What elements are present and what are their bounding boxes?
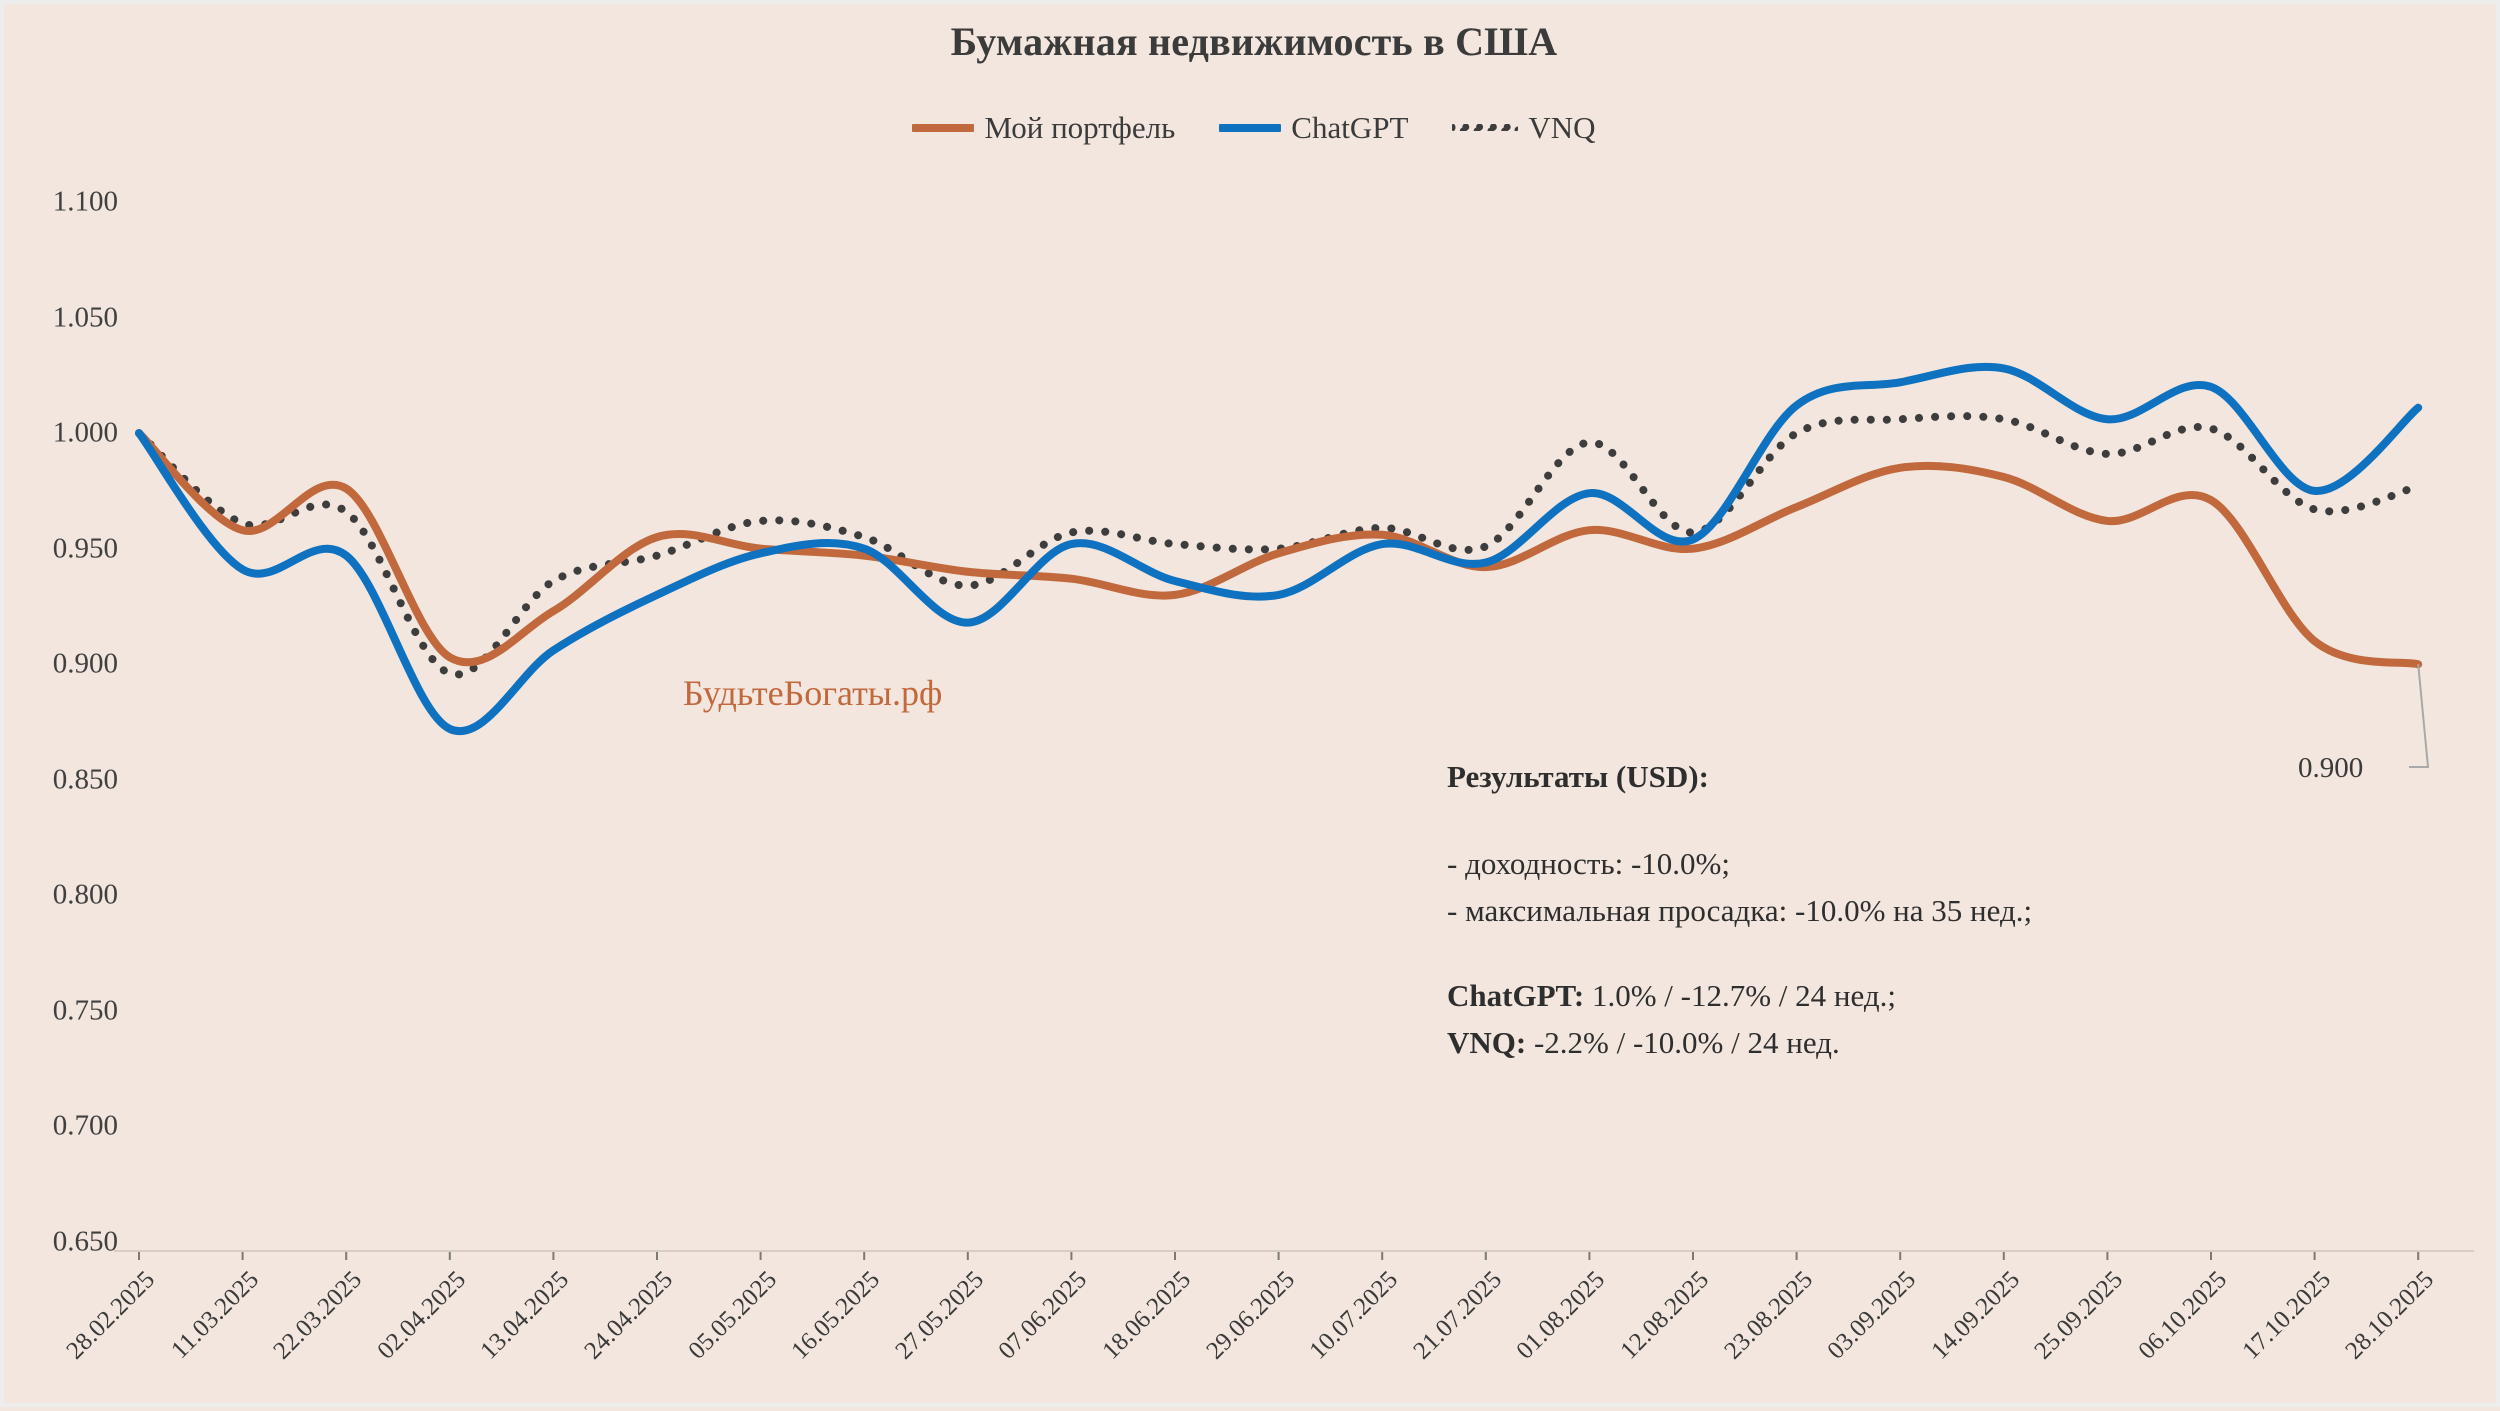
plot-area — [4, 4, 2500, 1411]
legend-swatch-chatgpt — [1219, 123, 1282, 132]
legend-item-portfolio[interactable]: Мой портфель — [912, 112, 1175, 143]
legend-swatch-vnq — [1452, 124, 1519, 131]
y-axis-tick: 1.100 — [52, 185, 118, 218]
legend-item-chatgpt[interactable]: ChatGPT — [1219, 112, 1408, 143]
results-chatgpt-name: ChatGPT: — [1447, 978, 1585, 1013]
legend-label-chatgpt: ChatGPT — [1291, 110, 1409, 145]
results-return: - доходность: -10.0%; — [1447, 846, 1730, 881]
results-heading: Результаты (USD): — [1447, 759, 1709, 794]
y-axis-tick: 0.850 — [52, 763, 118, 796]
legend-label-portfolio: Мой портфель — [984, 110, 1176, 145]
chart-title: Бумажная недвижимость в США — [950, 19, 1558, 64]
chart-svg — [114, 362, 2474, 1260]
series-line-vnq — [135, 412, 2423, 679]
y-axis-tick: 0.950 — [52, 532, 118, 565]
data-label-leader-line — [2409, 664, 2430, 768]
results-chatgpt-value: 1.0% / -12.7% / 24 нед.; — [1584, 978, 1896, 1013]
endpoint-data-label: 0.900 — [2298, 752, 2364, 784]
results-chatgpt: ChatGPT: 1.0% / -12.7% / 24 нед.; — [1447, 980, 2032, 1011]
y-axis-tick: 0.800 — [52, 878, 118, 911]
y-axis-tick: 1.000 — [52, 416, 118, 449]
legend-item-vnq[interactable]: VNQ — [1452, 110, 1596, 145]
watermark: БудьтеБогаты.рф — [683, 673, 943, 713]
y-axis-tick: 0.900 — [52, 647, 118, 680]
results-drawdown: - максимальная просадка: -10.0% на 35 не… — [1447, 893, 2033, 928]
series-line-chatgpt — [135, 362, 2423, 736]
series-line-- — [135, 429, 2423, 669]
y-axis-tick: 1.050 — [52, 301, 118, 334]
y-axis-tick: 0.750 — [52, 994, 118, 1027]
y-axis-tick: 0.650 — [52, 1225, 118, 1258]
results-vnq: VNQ: -2.2% / -10.0% / 24 нед. — [1447, 1027, 2032, 1058]
results-vnq-value: -2.2% / -10.0% / 24 нед. — [1526, 1025, 1840, 1060]
results-vnq-name: VNQ: — [1447, 1025, 1527, 1060]
legend-swatch-portfolio — [912, 123, 975, 132]
y-axis-tick: 0.700 — [52, 1109, 118, 1142]
chart-legend: Мой портфель ChatGPT VNQ — [4, 112, 2500, 143]
results-spacer — [1447, 942, 2032, 980]
legend-label-vnq: VNQ — [1528, 110, 1596, 145]
results-block: Результаты (USD): - доходность: -10.0%; … — [1447, 761, 2032, 1074]
